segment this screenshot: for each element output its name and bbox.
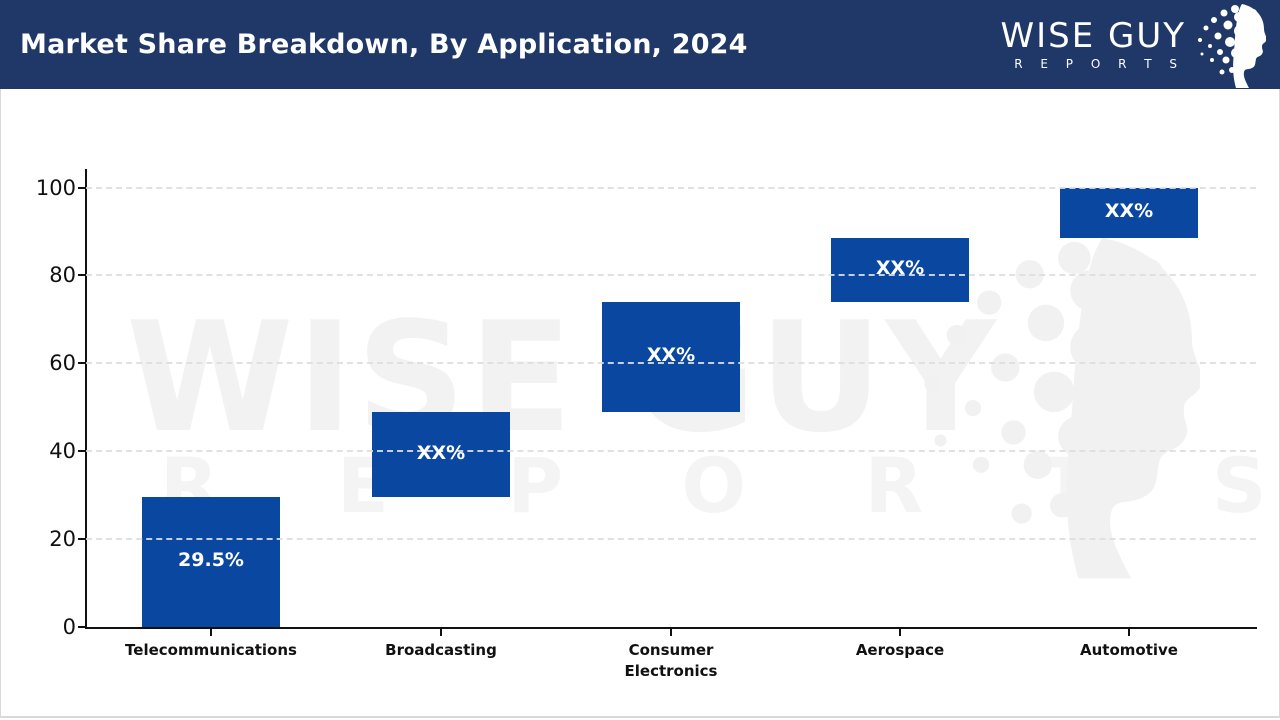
x-axis-label-broadcasting: Broadcasting [385, 641, 497, 659]
y-tick-label-40: 40 [49, 439, 76, 464]
gridline-80 [86, 274, 1256, 277]
header-bar: Market Share Breakdown, By Application, … [0, 0, 1280, 89]
watermark-text: WISE GUY [126, 289, 999, 466]
y-tick-20 [78, 538, 85, 541]
bar-automotive [1060, 187, 1198, 239]
y-tick-40 [78, 450, 85, 453]
bar-aerospace [831, 238, 969, 302]
gridline-60 [86, 362, 1256, 365]
y-tick-80 [78, 274, 85, 277]
frame-border-bottom [0, 716, 1280, 718]
bar-value-label-automotive: XX% [1104, 199, 1154, 222]
page-title: Market Share Breakdown, By Application, … [20, 29, 748, 60]
x-tick-telecommunications [210, 629, 212, 636]
y-tick-label-60: 60 [49, 351, 76, 376]
x-axis-label-telecommunications: Telecommunications [125, 641, 297, 659]
x-axis-spine [85, 627, 1257, 629]
x-tick-broadcasting [440, 629, 442, 636]
y-tick-60 [78, 362, 85, 365]
x-axis-label-aerospace: Aerospace [855, 641, 945, 659]
x-tick-aerospace [899, 629, 901, 636]
brand-name: WISE GUY [1000, 16, 1186, 56]
gridline-40 [86, 450, 1256, 453]
x-axis-label-consumer-electronics: Consumer Electronics [624, 641, 718, 680]
brand-tagline: R E P O R T S [1014, 57, 1184, 71]
y-tick-label-100: 100 [35, 175, 76, 200]
brand-logo-text: WISE GUY R E P O R T S [1000, 19, 1186, 70]
brand-face-icon [1198, 3, 1266, 88]
bar-broadcasting [372, 411, 510, 498]
gridline-20 [86, 538, 1256, 541]
gridline-100 [86, 186, 1256, 189]
watermark-face-icon [924, 237, 1200, 579]
y-tick-100 [78, 186, 85, 189]
x-axis-label-automotive: Automotive [1080, 641, 1178, 659]
x-tick-consumer-electronics [670, 629, 672, 636]
y-tick-0 [78, 626, 85, 628]
brand-logo: WISE GUY R E P O R T S [1000, 2, 1266, 88]
bar-consumer-electronics [602, 301, 740, 412]
bar-value-label-broadcasting: XX% [416, 441, 466, 464]
bar-value-label-consumer-electronics: XX% [646, 343, 696, 366]
chart-canvas: WISE GUY R E P O R T S 0 20 40 60 80 100 29.5%… [0, 89, 1280, 720]
y-tick-label-0: 0 [62, 615, 76, 639]
y-axis-spine [85, 169, 87, 629]
bar-telecommunications [142, 497, 280, 627]
y-tick-label-20: 20 [49, 527, 76, 552]
x-tick-automotive [1128, 629, 1130, 636]
bar-value-label-aerospace: XX% [875, 256, 925, 279]
y-tick-label-80: 80 [49, 263, 76, 288]
bar-value-label-telecommunications: 29.5% [178, 549, 244, 572]
frame-border-left [0, 89, 1, 718]
